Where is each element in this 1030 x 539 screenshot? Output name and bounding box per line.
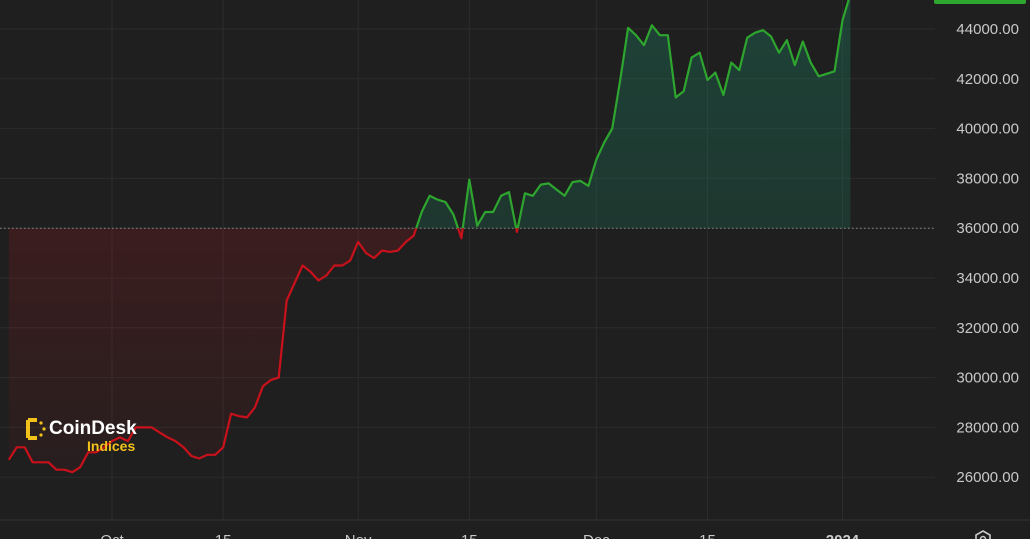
- x-axis[interactable]: Oct 15 Nov 15 Dec 15 2024: [100, 532, 859, 539]
- x-tick-label: Oct: [100, 532, 124, 539]
- x-tick-label: 15: [461, 532, 478, 539]
- logo-brand: CoinDesk: [49, 418, 137, 439]
- coindesk-logo-icon: [26, 418, 46, 440]
- y-tick-label: 34000.00: [956, 270, 1019, 287]
- y-tick-label: 44000.00: [956, 21, 1019, 38]
- x-tick-label: Dec: [583, 532, 610, 539]
- y-tick-label: 38000.00: [956, 170, 1019, 187]
- logo-product: Indices: [87, 438, 136, 454]
- y-tick-label: 40000.00: [956, 121, 1019, 138]
- current-price-tag: [934, 0, 1026, 4]
- y-tick-label: 36000.00: [956, 220, 1019, 237]
- area-above-reference: [8, 0, 851, 229]
- y-axis: 26000.00 28000.00 30000.00 32000.00 34000.00…: [956, 21, 1019, 486]
- y-tick-label: 30000.00: [956, 370, 1019, 387]
- x-tick-label: 15: [699, 532, 716, 539]
- y-tick-label: 42000.00: [956, 71, 1019, 88]
- y-tick-label: 28000.00: [956, 419, 1019, 436]
- series-line-below: [7, 228, 519, 474]
- x-tick-label: 2024: [826, 532, 860, 539]
- price-line: [7, 0, 850, 474]
- area-fills: [8, 0, 851, 473]
- settings-hex-icon[interactable]: [975, 530, 991, 539]
- y-tick-label: 32000.00: [956, 320, 1019, 337]
- y-tick-label: 26000.00: [956, 469, 1019, 486]
- x-tick-label: Nov: [345, 532, 372, 539]
- area-below-reference: [8, 228, 851, 473]
- series-line-above: [415, 0, 850, 229]
- x-tick-label: 15: [215, 532, 232, 539]
